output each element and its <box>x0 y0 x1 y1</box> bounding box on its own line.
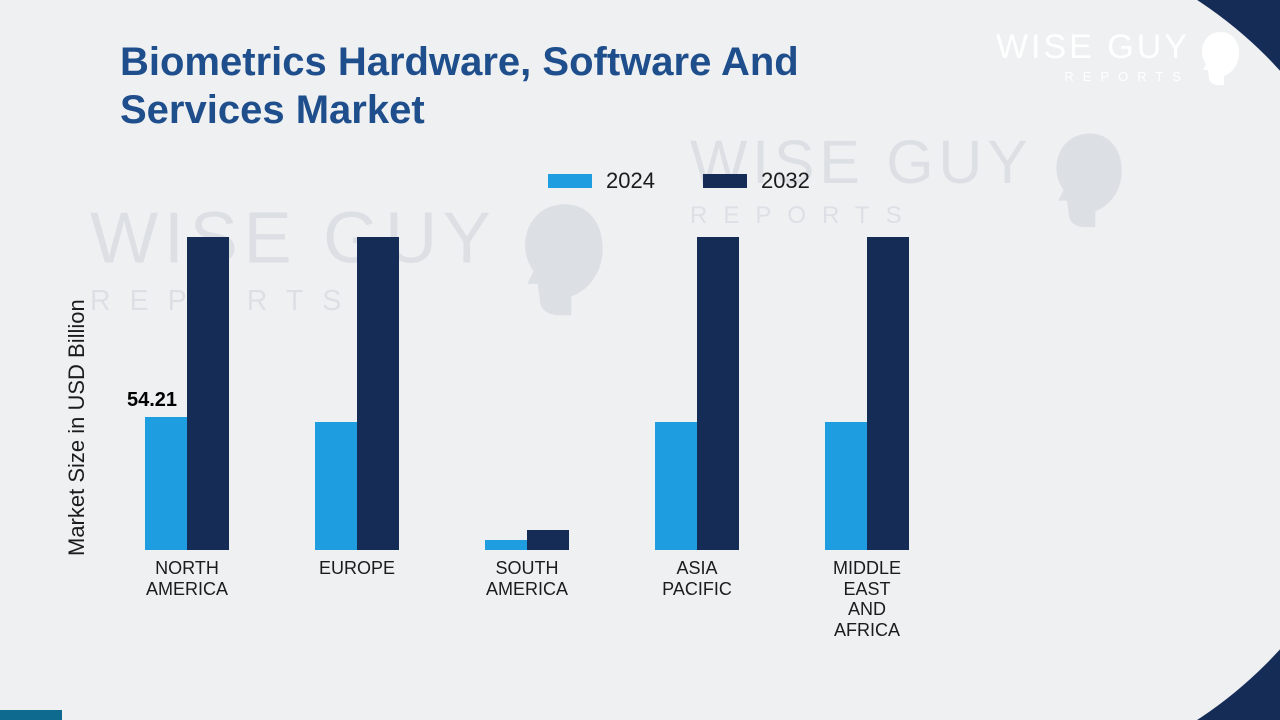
bar-value-label: 54.21 <box>127 389 177 412</box>
bar <box>825 422 867 550</box>
legend-swatch <box>548 174 592 188</box>
x-axis-label: EUROPE <box>287 558 427 579</box>
brand-logo: WISE GUY REPORTS <box>996 28 1246 88</box>
x-axis-label: ASIAPACIFIC <box>627 558 767 599</box>
bar <box>697 237 739 550</box>
bar <box>187 237 229 550</box>
x-axis-label: SOUTHAMERICA <box>457 558 597 599</box>
y-axis-label: Market Size in USD Billion <box>64 299 90 556</box>
legend-item: 2032 <box>703 168 810 194</box>
bar <box>867 237 909 550</box>
chart-plot-area <box>110 230 940 550</box>
x-axis-label: NORTHAMERICA <box>117 558 257 599</box>
bar <box>145 417 187 550</box>
logo-head-icon <box>1196 30 1246 88</box>
x-axis-label: MIDDLEEASTANDAFRICA <box>797 558 937 641</box>
legend-label: 2024 <box>606 168 655 194</box>
bar <box>655 422 697 550</box>
legend-swatch <box>703 174 747 188</box>
legend-label: 2032 <box>761 168 810 194</box>
bar <box>357 237 399 550</box>
bar <box>527 530 569 550</box>
logo-line1: WISE GUY <box>996 28 1190 67</box>
bottom-accent <box>0 710 62 720</box>
bar <box>485 540 527 550</box>
legend-item: 2024 <box>548 168 655 194</box>
chart-title: Biometrics Hardware, Software And Servic… <box>120 38 860 134</box>
logo-line2: REPORTS <box>996 69 1190 84</box>
chart-canvas: WISE GUY REPORTS WISE GUYREPORTSWISE GUY… <box>0 0 1280 720</box>
bar <box>315 422 357 550</box>
chart-legend: 2024 2032 <box>548 168 810 194</box>
